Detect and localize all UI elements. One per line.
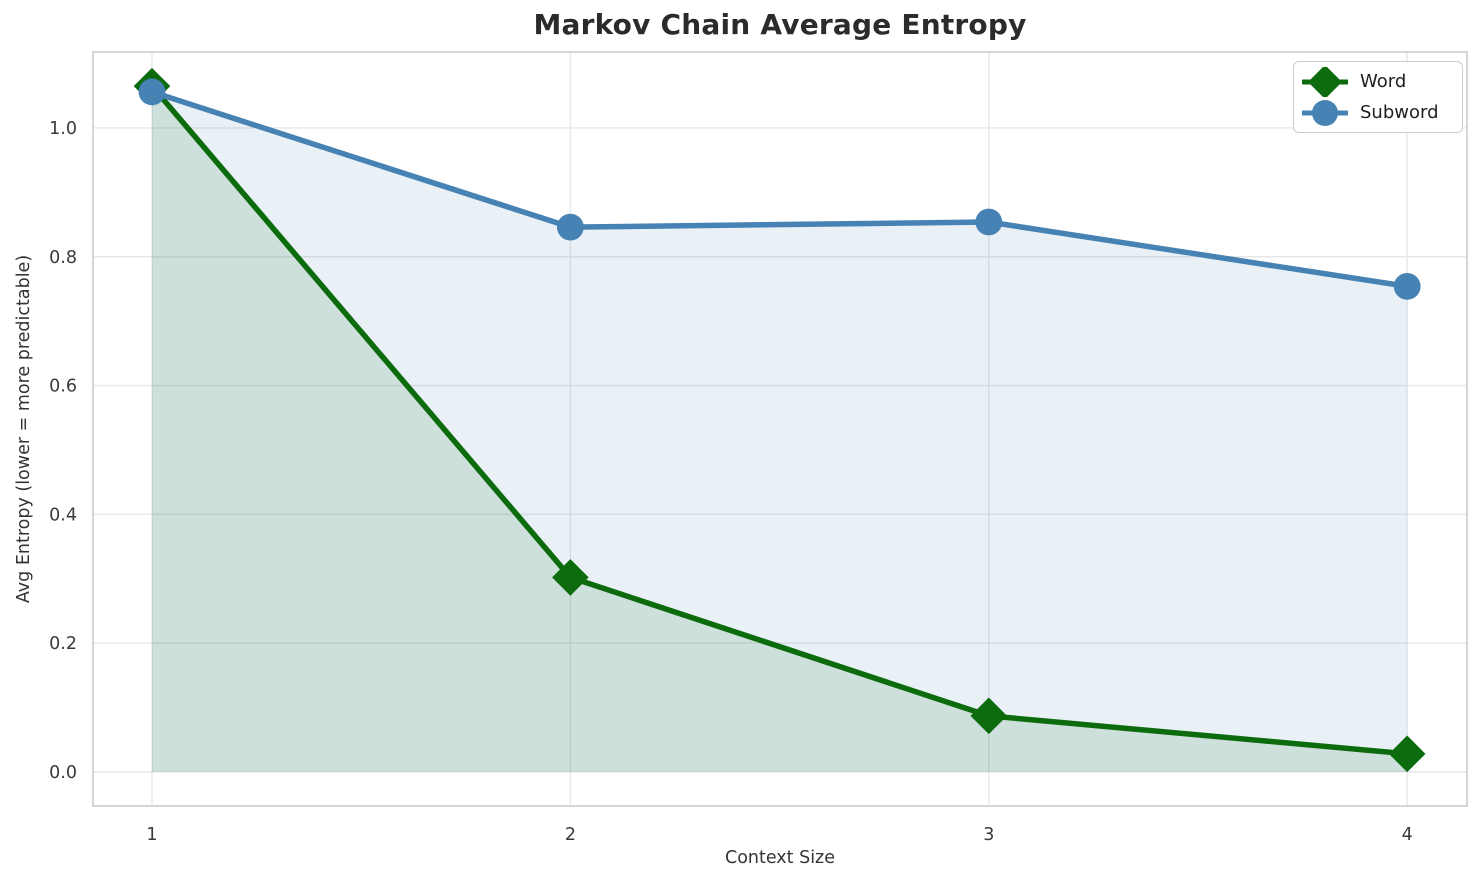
subword-area-fill [151,91,1408,772]
y-tick-label: 0.6 [49,377,77,397]
word-line-diamond-marker-icon [1300,64,1350,99]
y-tick-label: 1.0 [49,119,77,139]
chart-title: Markov Chain Average Entropy [533,8,1027,41]
subword-line-circle-marker-icon [1300,98,1350,128]
y-tick-label: 0.2 [49,634,77,654]
plot-border [92,51,1468,807]
x-tick-label: 4 [1402,825,1413,845]
x-tick-label: 1 [146,825,157,845]
y-tick-label: 0.0 [49,763,77,783]
legend-item-subword: Subword [1300,97,1450,128]
y-tick-label: 0.4 [49,505,77,525]
legend: Word Subword [1293,61,1463,133]
legend-label-word: Word [1360,70,1407,92]
word-diamond-marker [552,559,589,596]
x-tick-label: 2 [565,825,576,845]
subword-circle-marker [556,213,584,241]
word-area-fill [151,86,1408,772]
word-line [149,83,1410,757]
subword-circle-marker [975,208,1003,236]
y-axis-label: Avg Entropy (lower = more predictable) [14,254,34,604]
subword-circle-marker [1393,272,1421,300]
subword-line [149,89,1410,290]
y-tick-label: 0.8 [49,248,77,268]
x-tick-label: 3 [983,825,994,845]
subword-legend-swatch-icon [1300,99,1350,126]
word-diamond-marker [1388,735,1426,773]
x-axis-label: Context Size [724,848,836,868]
legend-label-subword: Subword [1360,101,1439,123]
word-legend-swatch-icon [1300,64,1350,99]
legend-item-word: Word [1300,64,1450,99]
word-diamond-marker [970,697,1008,735]
subword-circle-marker [138,78,166,106]
